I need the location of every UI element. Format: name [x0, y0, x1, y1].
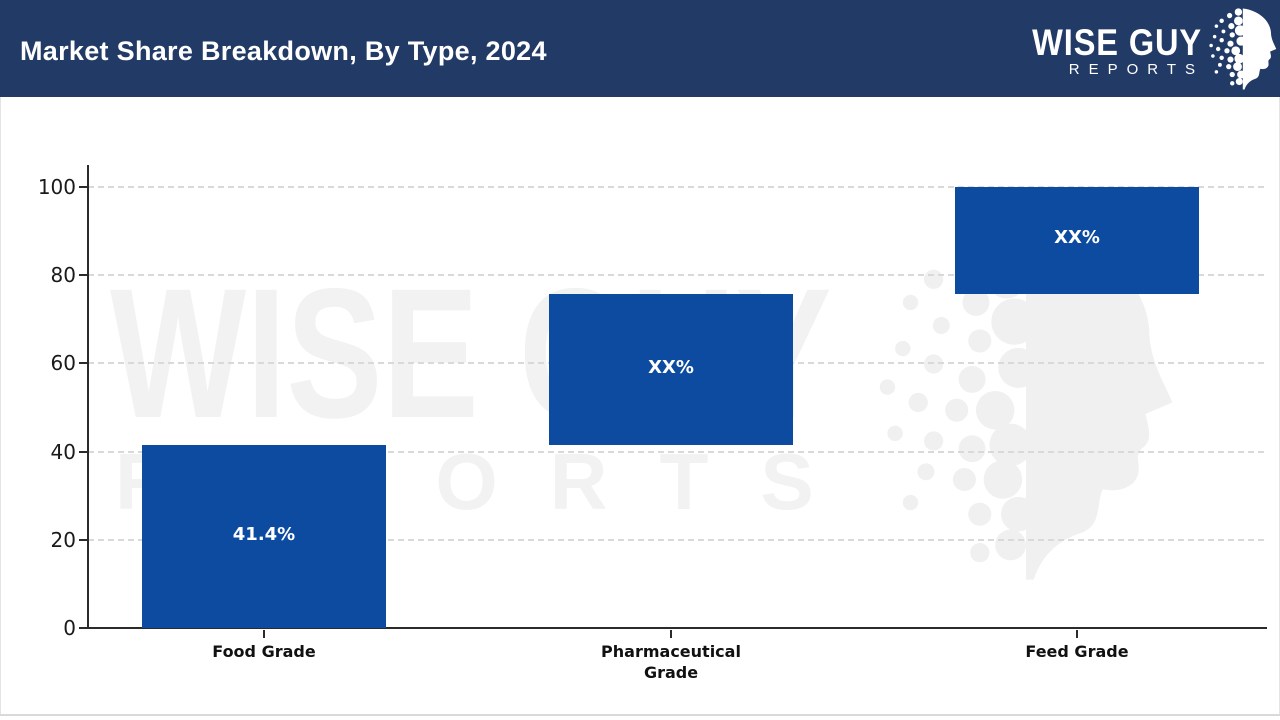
- y-tick-label: 0: [63, 616, 76, 640]
- x-axis-tick: [263, 630, 265, 638]
- y-axis-tick: [79, 627, 87, 629]
- y-tick-label: 80: [50, 263, 76, 288]
- x-category-label: Pharmaceutical Grade: [601, 642, 741, 682]
- header-bar: Market Share Breakdown, By Type, 2024 WI…: [0, 0, 1280, 97]
- bar-value-label: 41.4%: [232, 523, 296, 545]
- y-tick-label: 40: [50, 439, 76, 464]
- logo-wordmark: WISE GUY: [1032, 22, 1202, 63]
- bar-segment: XX%: [955, 187, 1199, 294]
- gridline: [88, 538, 1264, 541]
- bottom-divider: [0, 714, 1280, 716]
- x-axis-tick: [670, 630, 672, 638]
- page-title: Market Share Breakdown, By Type, 2024: [20, 36, 547, 66]
- gridline: [88, 186, 1264, 188]
- bar-chart: 0 20 40 60 80 100 41.4% Food Grade XX% Pharmaceut…: [0, 97, 1280, 716]
- x-axis-tick: [1076, 630, 1078, 638]
- y-tick-label: 60: [50, 351, 76, 376]
- y-axis-tick: [79, 274, 87, 277]
- y-axis-tick: [79, 450, 87, 453]
- x-category-label: Feed Grade: [1025, 642, 1129, 661]
- bar-value-label: XX%: [648, 356, 694, 378]
- y-axis-tick: [79, 186, 87, 188]
- bar-segment: XX%: [549, 293, 793, 446]
- x-category-label: Food Grade: [212, 642, 316, 661]
- bar-value-label: XX%: [1054, 227, 1100, 249]
- gridline: [88, 274, 1264, 277]
- y-axis-tick: [79, 538, 87, 541]
- dotted-face-profile-icon: [1209, 8, 1277, 90]
- y-tick-label: 20: [50, 527, 76, 552]
- x-axis-line: [87, 627, 1267, 629]
- y-tick-label: 100: [37, 175, 76, 199]
- logo-reports-text: REPORTS: [1068, 61, 1204, 78]
- bar-segment: 41.4%: [142, 445, 386, 628]
- gridline: [88, 450, 1264, 453]
- wise-guy-reports-logo: WISE GUY REPORTS: [1024, 0, 1277, 97]
- y-axis-line: [87, 165, 89, 629]
- y-axis-tick: [79, 362, 87, 365]
